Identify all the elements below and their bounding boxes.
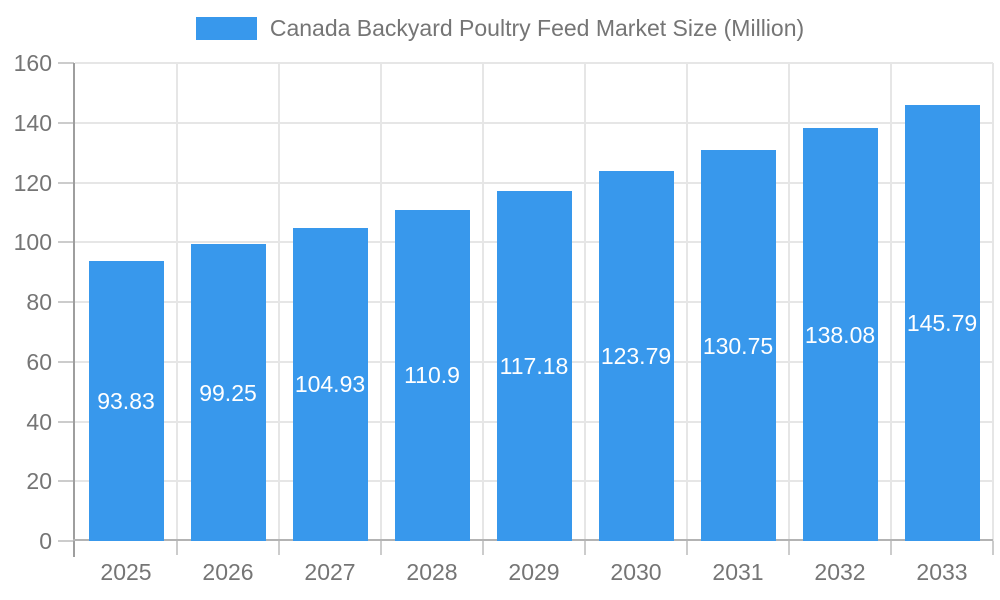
v-gridline bbox=[890, 63, 892, 541]
y-axis-tick-label: 80 bbox=[26, 289, 52, 315]
y-axis-tick bbox=[58, 62, 74, 64]
legend-swatch-icon bbox=[195, 17, 257, 40]
x-axis-label: 2025 bbox=[100, 559, 152, 585]
bar-value-label: 99.25 bbox=[199, 379, 257, 406]
bar-value-label: 104.93 bbox=[294, 371, 366, 398]
x-axis-tick bbox=[482, 541, 484, 555]
y-axis-tick bbox=[58, 420, 74, 423]
v-gridline bbox=[278, 63, 280, 541]
x-axis-label: 2032 bbox=[814, 559, 866, 585]
x-axis-tick bbox=[890, 541, 892, 555]
bar-value-label: 145.79 bbox=[906, 310, 978, 337]
v-gridline bbox=[584, 63, 586, 541]
x-axis-label: 2030 bbox=[610, 559, 662, 585]
bar bbox=[190, 244, 266, 541]
bar-value-label: 123.79 bbox=[600, 343, 672, 370]
x-axis-label: 2033 bbox=[916, 559, 968, 585]
h-gridline bbox=[75, 181, 993, 184]
y-axis-tick bbox=[58, 121, 74, 124]
y-axis-tick-label: 20 bbox=[26, 468, 52, 495]
y-axis-tick bbox=[58, 540, 74, 542]
bar bbox=[292, 227, 368, 541]
x-axis-tick bbox=[992, 541, 994, 555]
legend: Canada Backyard Poultry Feed Market Size… bbox=[0, 15, 1000, 42]
y-axis-tick-label: 60 bbox=[26, 348, 52, 375]
bar-value-label: 138.08 bbox=[804, 321, 876, 348]
x-axis-label: 2027 bbox=[304, 559, 356, 585]
x-axis-label: 2029 bbox=[508, 559, 560, 585]
x-axis-label: 2028 bbox=[406, 559, 458, 585]
y-axis-tick bbox=[58, 480, 74, 483]
y-axis-tick-label: 40 bbox=[26, 408, 52, 435]
v-gridline bbox=[788, 63, 790, 541]
y-axis-tick bbox=[58, 241, 74, 244]
x-axis-tick bbox=[584, 541, 586, 555]
y-axis-tick-label: 140 bbox=[13, 109, 52, 136]
bar bbox=[700, 150, 776, 541]
y-axis-line bbox=[73, 63, 75, 557]
bar bbox=[802, 128, 878, 541]
plot-area: 0 20 40 60 80 100 120 140 160 93.83 2025 99.25 2026 1… bbox=[14, 50, 994, 585]
x-axis-tick bbox=[788, 541, 790, 555]
x-axis-label: 2026 bbox=[202, 559, 254, 585]
y-axis-tick-label: 0 bbox=[39, 528, 52, 554]
v-gridline bbox=[380, 63, 382, 541]
v-gridline bbox=[176, 63, 178, 541]
bar-value-label: 93.83 bbox=[97, 387, 155, 414]
x-axis-tick bbox=[686, 541, 688, 555]
v-gridline bbox=[686, 63, 688, 541]
v-gridline bbox=[482, 63, 484, 541]
h-gridline bbox=[75, 121, 993, 124]
bar-value-label: 110.9 bbox=[404, 362, 460, 389]
y-axis-tick bbox=[58, 301, 74, 303]
y-axis-tick-label: 100 bbox=[13, 229, 52, 256]
y-axis-tick-label: 160 bbox=[13, 50, 52, 76]
bar bbox=[88, 260, 164, 541]
bar-value-label: 117.18 bbox=[499, 352, 569, 379]
h-gridline bbox=[75, 62, 993, 64]
x-axis-tick bbox=[380, 541, 382, 555]
x-axis-tick bbox=[176, 541, 178, 555]
bar bbox=[598, 171, 674, 541]
bar bbox=[394, 209, 470, 541]
v-gridline bbox=[992, 63, 994, 541]
x-axis-label: 2031 bbox=[712, 559, 764, 585]
bar-value-label: 130.75 bbox=[702, 332, 774, 359]
bar bbox=[904, 105, 980, 541]
y-axis-tick-label: 120 bbox=[13, 169, 52, 196]
legend-label: Canada Backyard Poultry Feed Market Size… bbox=[269, 15, 805, 41]
y-axis-tick bbox=[58, 360, 74, 363]
x-axis-tick bbox=[278, 541, 280, 555]
y-axis-tick bbox=[58, 181, 74, 184]
bar bbox=[496, 190, 572, 541]
